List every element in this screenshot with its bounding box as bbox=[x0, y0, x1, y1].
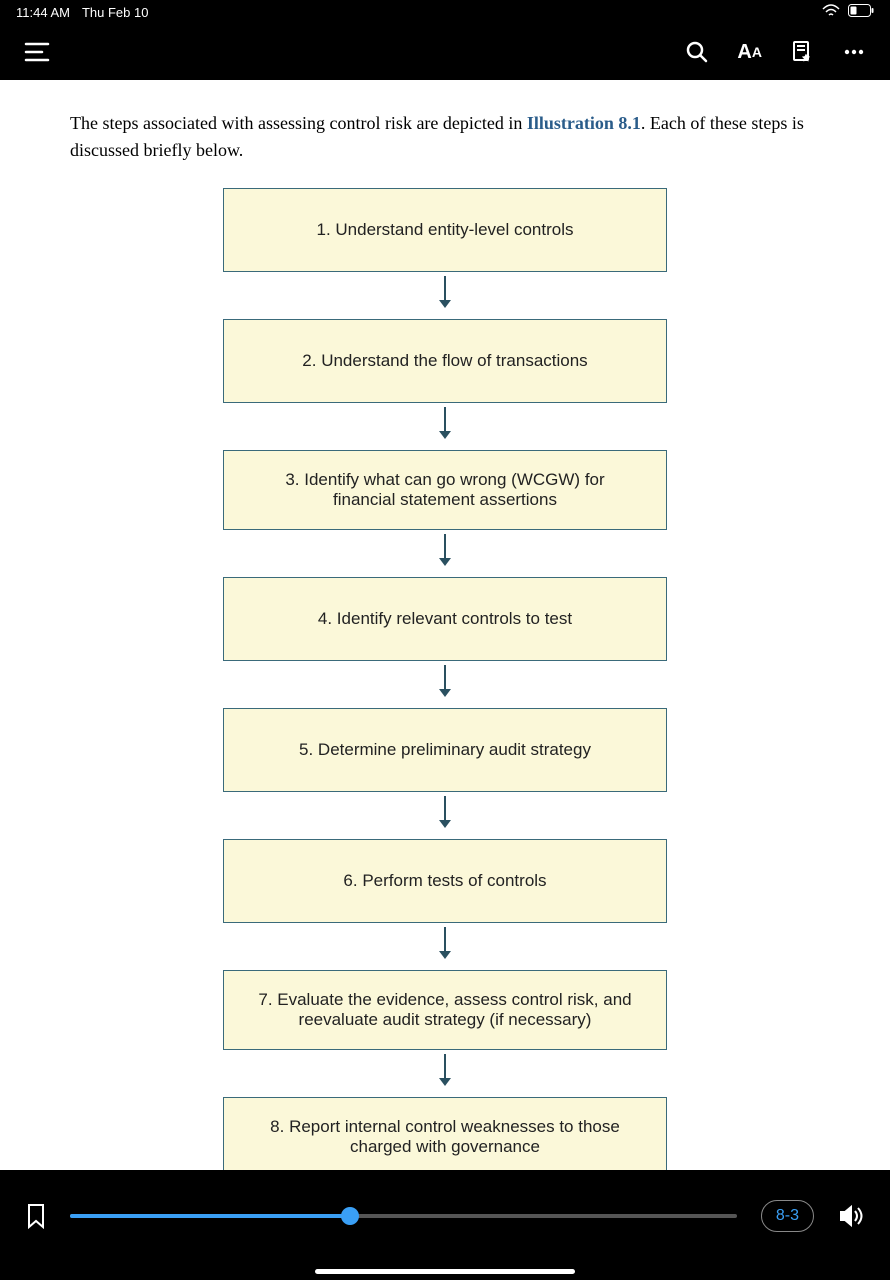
status-date: Thu Feb 10 bbox=[82, 5, 149, 20]
flow-step: 7. Evaluate the evidence, assess control… bbox=[223, 970, 667, 1050]
flow-arrow bbox=[437, 665, 453, 704]
bookmark-star-icon[interactable] bbox=[790, 40, 814, 64]
menu-icon[interactable] bbox=[24, 41, 50, 63]
progress-fill bbox=[70, 1214, 350, 1218]
intro-paragraph: The steps associated with assessing cont… bbox=[70, 110, 820, 164]
search-icon[interactable] bbox=[685, 40, 709, 64]
text-size-icon[interactable]: AA bbox=[737, 41, 762, 64]
flow-step: 5. Determine preliminary audit strategy bbox=[223, 708, 667, 792]
page-content: The steps associated with assessing cont… bbox=[0, 80, 890, 1170]
flow-step: 1. Understand entity-level controls bbox=[223, 188, 667, 272]
progress-slider[interactable] bbox=[70, 1214, 737, 1218]
flow-arrow bbox=[437, 1054, 453, 1093]
flow-arrow bbox=[437, 927, 453, 966]
top-toolbar: AA bbox=[0, 24, 890, 80]
flow-arrow bbox=[437, 796, 453, 835]
flow-arrow bbox=[437, 407, 453, 446]
flow-arrow bbox=[437, 276, 453, 315]
status-time: 11:44 AM bbox=[16, 5, 70, 20]
intro-prefix: The steps associated with assessing cont… bbox=[70, 113, 527, 133]
flowchart: 1. Understand entity-level controls 2. U… bbox=[70, 188, 820, 1170]
progress-thumb[interactable] bbox=[341, 1207, 359, 1225]
page-indicator[interactable]: 8-3 bbox=[761, 1200, 814, 1232]
more-icon[interactable] bbox=[842, 40, 866, 64]
intro-link[interactable]: Illustration 8.1 bbox=[527, 113, 641, 133]
battery-icon bbox=[848, 4, 874, 20]
flow-step: 2. Understand the flow of transactions bbox=[223, 319, 667, 403]
status-bar: 11:44 AM Thu Feb 10 bbox=[0, 0, 890, 24]
flow-step: 6. Perform tests of controls bbox=[223, 839, 667, 923]
audio-icon[interactable] bbox=[838, 1204, 864, 1228]
flow-step: 4. Identify relevant controls to test bbox=[223, 577, 667, 661]
flow-step: 8. Report internal control weaknesses to… bbox=[223, 1097, 667, 1170]
home-indicator[interactable] bbox=[315, 1269, 575, 1274]
flow-step: 3. Identify what can go wrong (WCGW) for… bbox=[223, 450, 667, 530]
bookmark-icon[interactable] bbox=[26, 1203, 46, 1229]
flow-arrow bbox=[437, 534, 453, 573]
wifi-icon bbox=[822, 4, 840, 21]
bottom-toolbar: 8-3 bbox=[0, 1170, 890, 1280]
